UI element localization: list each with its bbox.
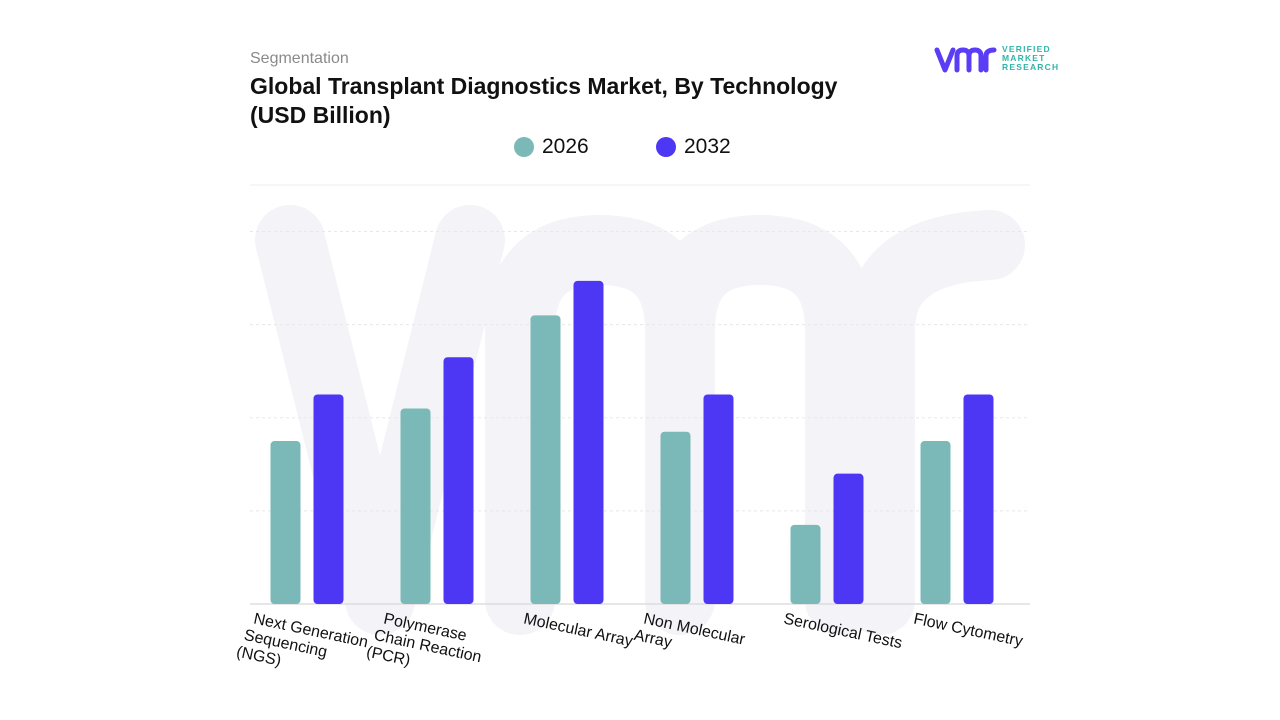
legend-item-2026[interactable]: 2026 <box>514 135 589 159</box>
bar-2026-cat-5 <box>920 441 951 604</box>
logo-line-2: MARKET <box>1002 53 1046 63</box>
x-tick-label-1: PolymeraseChain Reaction(PCR) <box>365 608 487 683</box>
bar-2026-cat-2 <box>530 315 561 604</box>
bar-2026-cat-4 <box>790 524 821 604</box>
chart-legend: 2026 2032 <box>0 135 1280 165</box>
bar-2026-cat-0 <box>270 441 301 604</box>
legend-swatch-2026 <box>514 137 534 157</box>
x-tick-label-line: Flow Cytometry <box>912 611 1024 651</box>
bar-2032-cat-0 <box>313 394 344 604</box>
bar-2032-cat-2 <box>573 280 604 604</box>
logo-text: VERIFIED MARKET RESEARCH <box>1002 45 1059 72</box>
bar-2032-cat-5 <box>963 394 994 604</box>
bar-2026-cat-1 <box>400 408 431 604</box>
vmr-logo-icon <box>934 47 997 73</box>
logo-line-3: RESEARCH <box>1002 62 1060 72</box>
logo-line-1: VERIFIED <box>1002 44 1051 54</box>
bar-2032-cat-3 <box>703 394 734 604</box>
x-tick-label-5: Flow Cytometry <box>912 611 1024 651</box>
chart-title: Global Transplant Diagnostics Market, By… <box>250 73 838 128</box>
x-tick-label-2: Molecular Array <box>522 611 634 651</box>
legend-label-2032: 2032 <box>684 135 731 158</box>
x-tick-label-line: Molecular Array <box>522 611 634 651</box>
legend-item-2032[interactable]: 2032 <box>656 135 731 159</box>
legend-label-2026: 2026 <box>542 135 589 158</box>
legend-swatch-2032 <box>656 137 676 157</box>
bar-2026-cat-3 <box>660 431 691 604</box>
bar-2032-cat-4 <box>833 473 864 604</box>
watermark-logo-icon <box>255 205 1025 635</box>
x-tick-label-0: Next GenerationSequencing(NGS) <box>235 608 370 686</box>
chart-subtitle: Segmentation <box>250 50 349 67</box>
bar-2032-cat-1 <box>443 357 474 604</box>
